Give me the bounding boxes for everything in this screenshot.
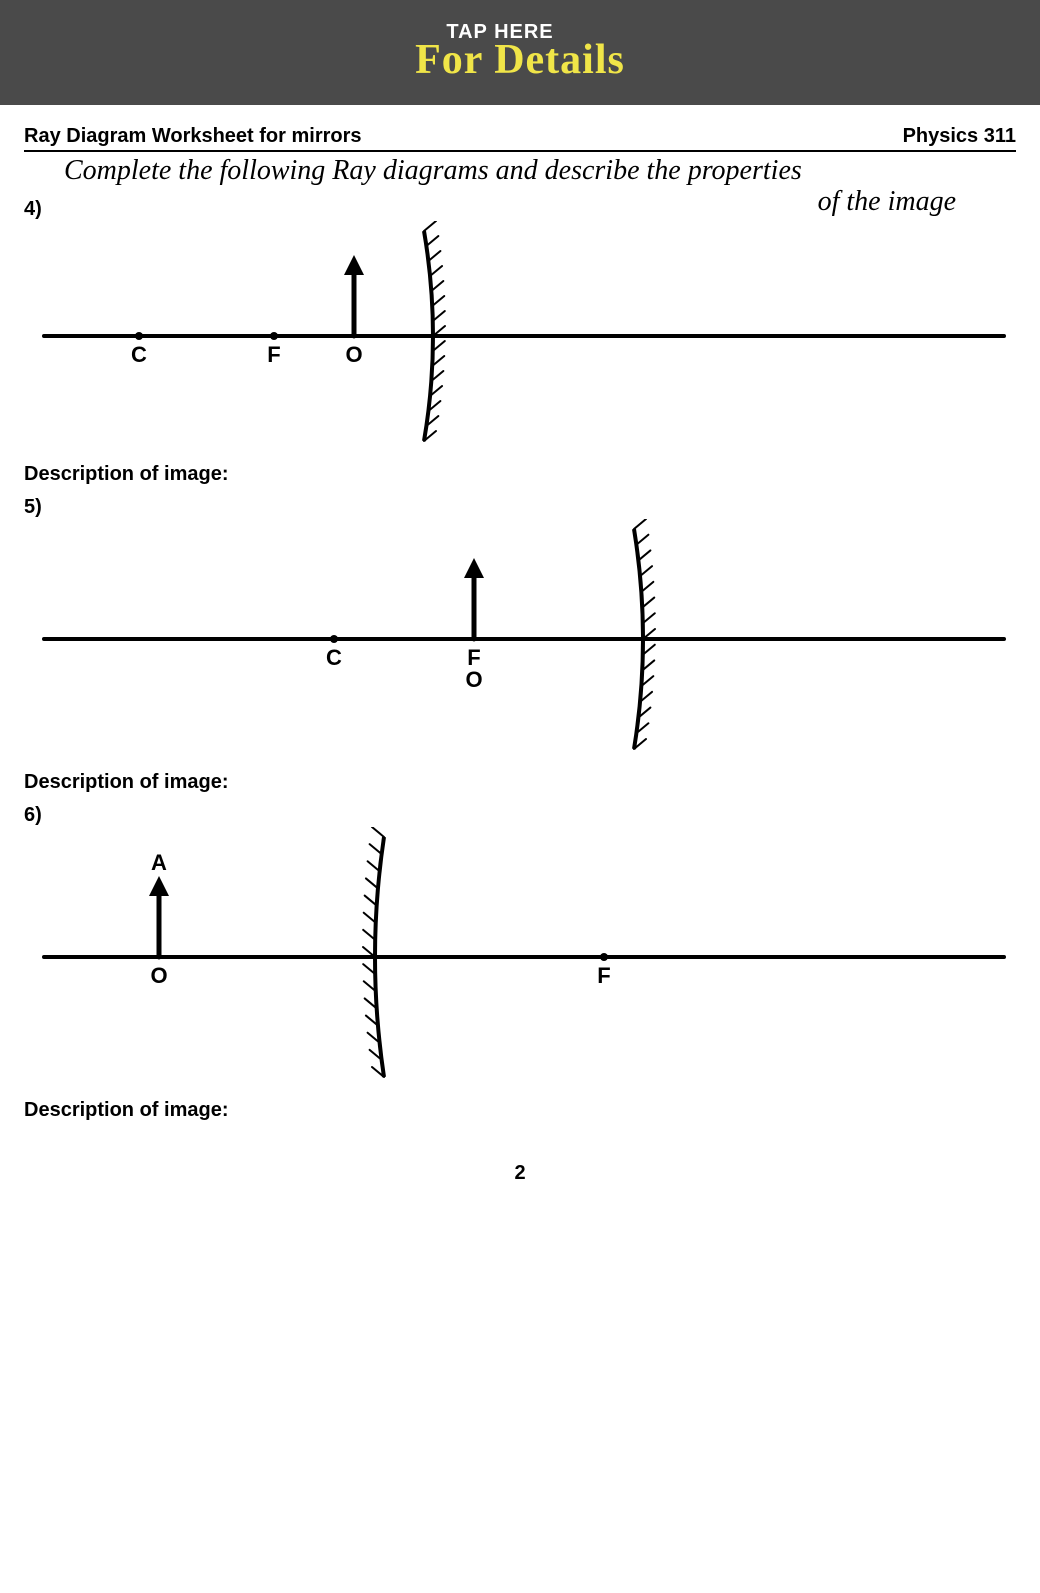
diagram-6: A O F: [24, 827, 1016, 1087]
description-5: Description of image:: [24, 771, 1016, 794]
svg-text:F: F: [597, 963, 610, 988]
svg-text:C: C: [131, 342, 147, 367]
svg-text:O: O: [345, 342, 362, 367]
cta-banner[interactable]: TAP HERE For Details: [0, 0, 1040, 105]
worksheet-title: Ray Diagram Worksheet for mirrors: [24, 125, 362, 148]
svg-text:F: F: [267, 342, 280, 367]
course-code: Physics 311: [903, 125, 1016, 148]
worksheet-page: Ray Diagram Worksheet for mirrors Physic…: [0, 105, 1040, 1205]
question-5-number: 5): [24, 496, 1016, 519]
instruction-line1: Complete the following Ray diagrams and …: [64, 156, 976, 187]
svg-text:C: C: [326, 645, 342, 670]
banner-bottom-text: For Details: [415, 36, 625, 84]
worksheet-header: Ray Diagram Worksheet for mirrors Physic…: [24, 125, 1016, 152]
diagram-4: CFO: [24, 221, 1016, 451]
page-number: 2: [24, 1162, 1016, 1185]
question-6-number: 6): [24, 804, 1016, 827]
description-4: Description of image:: [24, 463, 1016, 486]
description-6: Description of image:: [24, 1099, 1016, 1122]
svg-text:O: O: [465, 667, 482, 692]
svg-text:A: A: [151, 850, 167, 875]
diagram-5: CFO: [24, 519, 1016, 759]
svg-text:O: O: [150, 963, 167, 988]
